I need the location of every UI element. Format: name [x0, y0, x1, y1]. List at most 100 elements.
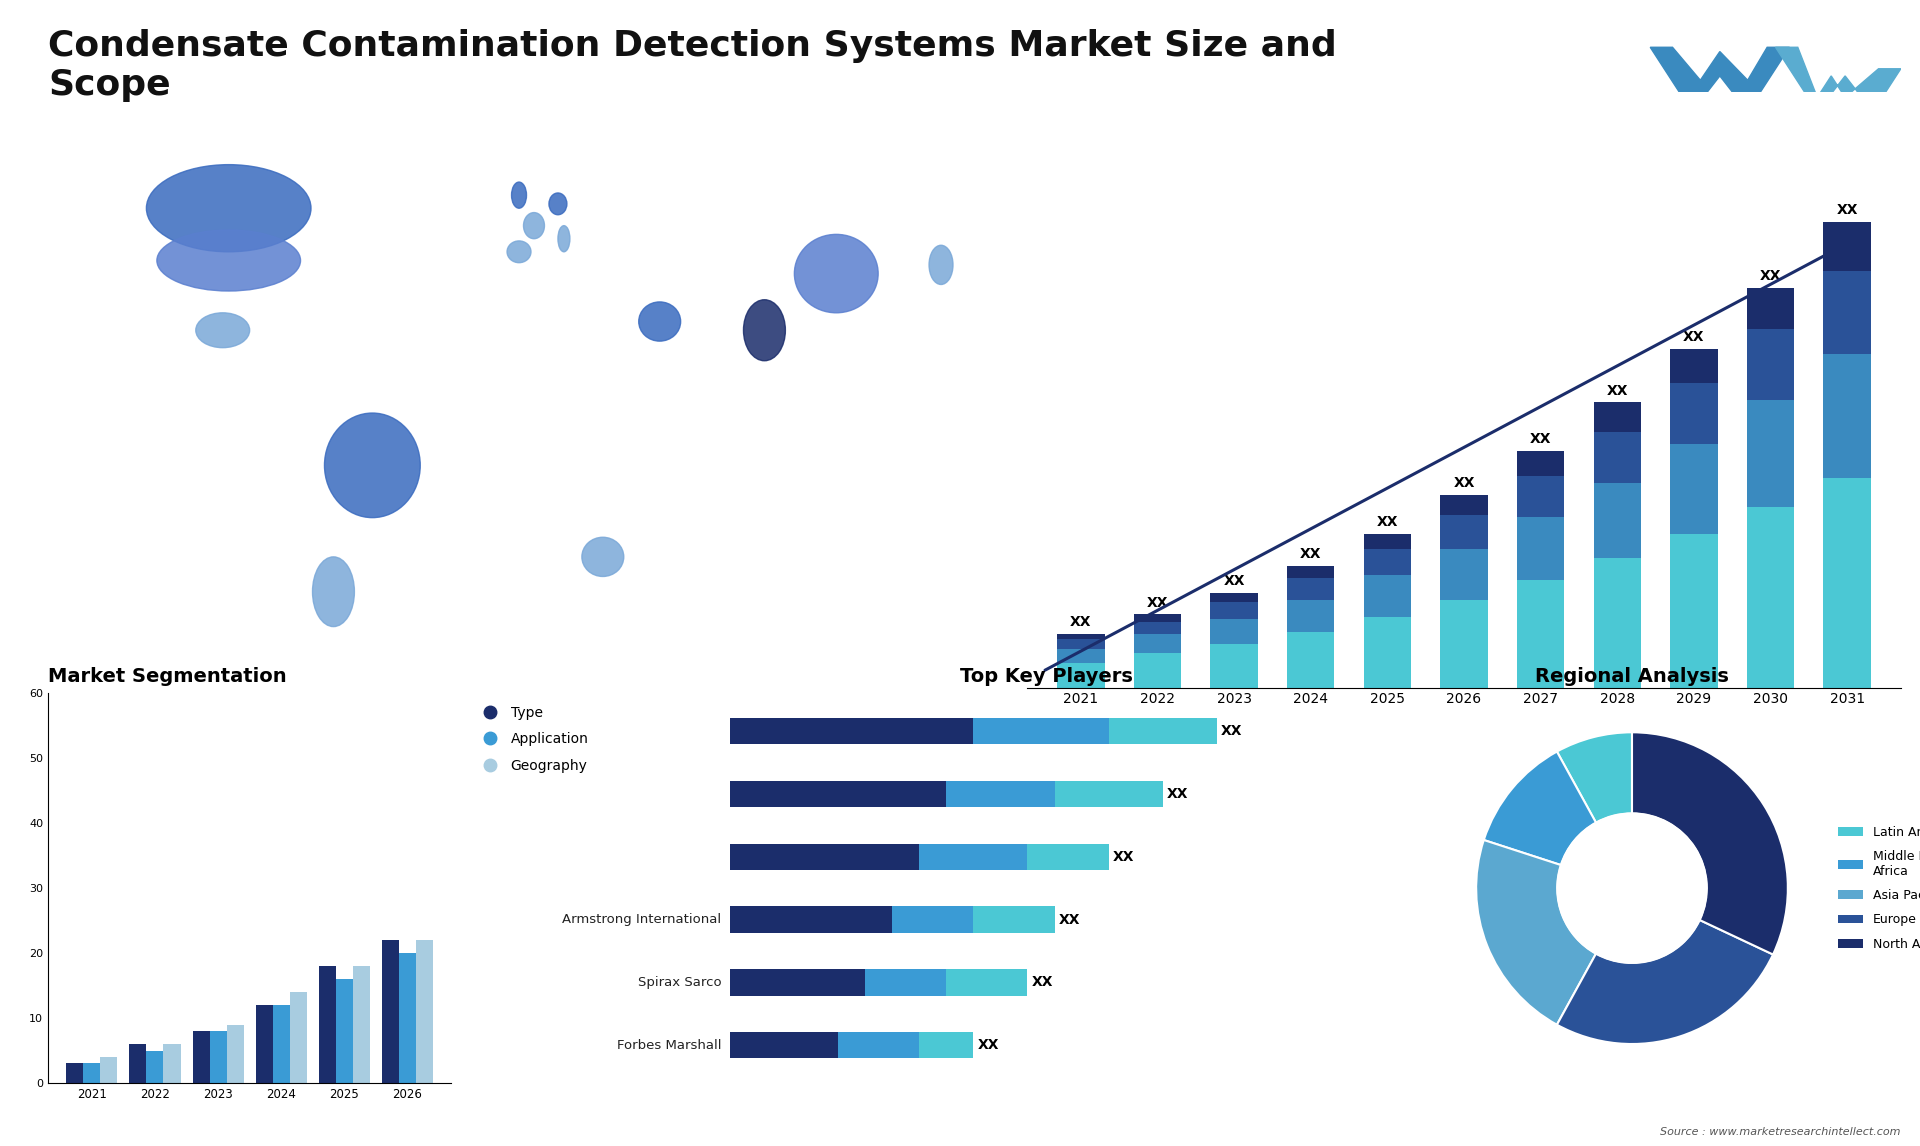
Ellipse shape — [582, 537, 624, 576]
Bar — [336, 979, 353, 1083]
Bar — [1747, 288, 1795, 329]
Ellipse shape — [196, 313, 250, 347]
Bar — [1058, 638, 1104, 649]
Bar — [273, 1005, 290, 1083]
Bar — [1210, 592, 1258, 603]
Bar — [1517, 452, 1565, 476]
Bar — [100, 1057, 117, 1083]
Bar — [1517, 476, 1565, 517]
Ellipse shape — [929, 245, 952, 284]
Bar — [1594, 402, 1642, 432]
Ellipse shape — [324, 413, 420, 518]
Bar — [1363, 549, 1411, 575]
Bar — [1824, 478, 1870, 688]
Text: XX: XX — [1146, 596, 1167, 610]
Text: XX: XX — [1031, 975, 1052, 989]
Text: XX: XX — [1300, 547, 1321, 560]
Ellipse shape — [146, 165, 311, 252]
Bar — [837, 1033, 920, 1059]
Bar — [1058, 664, 1104, 688]
Bar — [1210, 644, 1258, 688]
Bar — [129, 1044, 146, 1083]
Bar — [947, 970, 1027, 996]
Bar — [1058, 649, 1104, 664]
Bar — [163, 1044, 180, 1083]
Text: XX: XX — [1221, 724, 1242, 738]
Circle shape — [1557, 814, 1707, 963]
Bar — [1670, 383, 1718, 444]
Bar — [730, 1033, 837, 1059]
Ellipse shape — [795, 235, 877, 313]
Bar — [1670, 348, 1718, 383]
Bar — [1824, 222, 1870, 270]
Bar — [1108, 717, 1217, 744]
Text: Armstrong International: Armstrong International — [563, 913, 722, 926]
Bar — [973, 717, 1108, 744]
Text: XX: XX — [977, 1038, 998, 1052]
Bar — [1824, 354, 1870, 478]
Bar — [1440, 599, 1488, 688]
Bar — [1286, 566, 1334, 578]
Title: Top Key Players: Top Key Players — [960, 667, 1133, 686]
Bar — [382, 940, 399, 1083]
Bar — [1363, 617, 1411, 688]
Text: INTELLECT: INTELLECT — [1734, 143, 1789, 152]
Bar — [227, 1025, 244, 1083]
Polygon shape — [1776, 47, 1901, 112]
Bar — [290, 992, 307, 1083]
Bar — [920, 1033, 973, 1059]
Polygon shape — [1649, 47, 1789, 112]
Bar — [947, 780, 1054, 807]
Text: Market Segmentation: Market Segmentation — [48, 667, 286, 686]
Bar — [1440, 495, 1488, 515]
Bar — [1027, 843, 1108, 870]
Bar — [1517, 580, 1565, 688]
Legend: Type, Application, Geography: Type, Application, Geography — [470, 700, 593, 778]
Bar — [1670, 444, 1718, 534]
Bar — [1670, 534, 1718, 688]
Bar — [730, 780, 947, 807]
Ellipse shape — [559, 226, 570, 252]
Text: XX: XX — [1223, 574, 1244, 588]
Wedge shape — [1557, 920, 1772, 1044]
Text: XX: XX — [1761, 269, 1782, 283]
Text: Condensate Contamination Detection Systems Market Size and
Scope: Condensate Contamination Detection Syste… — [48, 29, 1336, 102]
Bar — [1440, 549, 1488, 599]
Text: XX: XX — [1377, 516, 1398, 529]
Bar — [1594, 558, 1642, 688]
Bar — [417, 940, 432, 1083]
Text: XX: XX — [1530, 432, 1551, 446]
Bar — [1517, 517, 1565, 580]
Bar — [1286, 631, 1334, 688]
Bar — [146, 1051, 163, 1083]
Text: XX: XX — [1167, 787, 1188, 801]
Bar — [1440, 515, 1488, 549]
Text: XX: XX — [1684, 330, 1705, 344]
Bar — [255, 1005, 273, 1083]
Bar — [399, 953, 417, 1083]
Text: XX: XX — [1836, 203, 1859, 217]
Text: Forbes Marshall: Forbes Marshall — [616, 1038, 722, 1052]
Ellipse shape — [511, 182, 526, 209]
Text: Source : www.marketresearchintellect.com: Source : www.marketresearchintellect.com — [1661, 1127, 1901, 1137]
Bar — [866, 970, 947, 996]
Bar — [973, 906, 1054, 933]
Bar — [1286, 578, 1334, 599]
Bar — [353, 966, 371, 1083]
Title: Regional Analysis: Regional Analysis — [1536, 667, 1728, 686]
Bar — [920, 843, 1027, 870]
Text: XX: XX — [1607, 384, 1628, 398]
Bar — [1133, 622, 1181, 634]
Bar — [1824, 270, 1870, 354]
Bar — [1058, 634, 1104, 638]
Wedge shape — [1476, 840, 1596, 1025]
Bar — [730, 717, 973, 744]
Bar — [319, 966, 336, 1083]
Text: XX: XX — [1069, 615, 1092, 629]
Text: XX: XX — [1114, 849, 1135, 864]
Text: XX: XX — [1058, 912, 1081, 927]
Bar — [1747, 329, 1795, 400]
Ellipse shape — [157, 230, 301, 291]
Text: Spirax Sarco: Spirax Sarco — [637, 976, 722, 989]
Bar — [1363, 575, 1411, 617]
